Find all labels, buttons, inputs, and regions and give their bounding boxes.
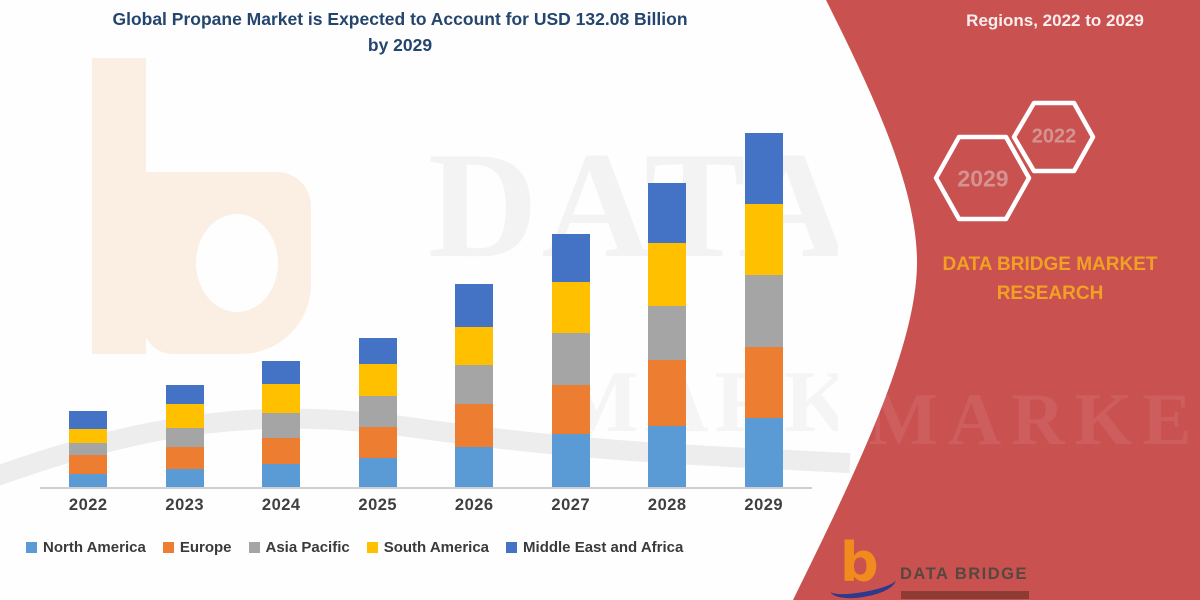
bar-segment-2027-north-america (551, 434, 590, 487)
bar-segment-2022-south-america (69, 429, 108, 444)
legend-marker-icon (162, 542, 174, 553)
x-tick-2022: 2022 (68, 496, 108, 514)
bar-segment-2029-middle-east-and-africa (744, 133, 783, 205)
legend-marker-icon (26, 542, 37, 553)
bar-segment-2024-asia-pacific (262, 412, 301, 439)
stacked-bar-2026 (455, 284, 494, 487)
bar-segment-2026-south-america (455, 326, 494, 366)
legend-label: Asia Pacific (265, 539, 350, 556)
hexagon-2029-label: 2029 (957, 165, 1009, 192)
bar-segment-2024-europe (262, 438, 301, 464)
legend-label: Europe (179, 539, 232, 556)
bar-segment-2028-asia-pacific (648, 306, 687, 361)
bar-segment-2023-south-america (165, 404, 204, 429)
bar-segment-2023-north-america (165, 468, 204, 487)
bar-segment-2022-asia-pacific (69, 443, 108, 455)
stacked-bar-2025 (358, 337, 397, 487)
x-tick-2025: 2025 (358, 496, 398, 514)
stacked-bar-2022 (69, 410, 108, 487)
legend-marker-icon (366, 542, 378, 553)
b-logo-watermark-stem (92, 58, 146, 354)
x-tick-2026: 2026 (454, 496, 494, 514)
bar-segment-2028-europe (648, 360, 687, 427)
legend-label: Middle East and Africa (523, 539, 684, 556)
brand-name: DATA BRIDGE MARKET RESEARCH (942, 254, 1158, 305)
bar-segment-2025-asia-pacific (358, 396, 397, 427)
bar-segment-2029-north-america (744, 418, 783, 487)
stacked-bar-2029 (744, 133, 783, 487)
bar-segment-2028-south-america (648, 243, 687, 307)
legend-item-middle-east-and-africa: Middle East and Africa (506, 539, 683, 556)
bar-segment-2025-north-america (358, 457, 397, 487)
footer-logo-b-icon: b (840, 531, 879, 594)
bar-segment-2029-asia-pacific (744, 275, 783, 348)
stacked-bar-2023 (165, 384, 204, 487)
legend-item-north-america: North America (26, 539, 146, 556)
bar-segment-2022-europe (69, 454, 108, 474)
plot-area (40, 99, 812, 489)
bar-segment-2025-south-america (358, 363, 397, 397)
hexagon-2022-label: 2022 (1031, 125, 1077, 148)
bar-segment-2027-europe (551, 385, 590, 435)
watermark-text-on-panel: MARKET RESEARCH (868, 379, 1200, 461)
legend-item-europe: Europe (162, 539, 232, 556)
x-tick-2027: 2027 (551, 496, 591, 514)
x-axis-labels: 2022 2023 2024 2025 2026 2027 2028 2029 (40, 496, 812, 515)
bar-segment-2025-europe (358, 426, 397, 458)
bar-segment-2025-middle-east-and-africa (358, 337, 397, 364)
legend-item-asia-pacific: Asia Pacific (248, 539, 350, 556)
bar-segment-2023-asia-pacific (165, 428, 204, 447)
footer-logo-name: DATA BRIDGE (900, 565, 1029, 583)
legend: North America Europe Asia Pacific South Ame… (26, 539, 683, 556)
bar-segment-2024-south-america (262, 384, 301, 413)
bar-segment-2027-asia-pacific (551, 332, 590, 386)
x-tick-2029: 2029 (744, 496, 784, 514)
bar-segment-2022-middle-east-and-africa (69, 410, 108, 430)
bar-segment-2029-south-america (744, 204, 783, 276)
bar-segment-2027-middle-east-and-africa (551, 234, 590, 282)
stacked-bar-2027 (551, 234, 590, 487)
legend-marker-icon (248, 542, 260, 553)
bar-segment-2028-middle-east-and-africa (648, 182, 687, 244)
bar-segment-2026-middle-east-and-africa (455, 284, 494, 327)
x-tick-2028: 2028 (647, 496, 687, 514)
footer-logo: b DATA BRIDGE (828, 536, 1062, 600)
bar-segment-2028-north-america (648, 426, 687, 487)
bar-segment-2026-asia-pacific (455, 365, 494, 404)
legend-label: North America (43, 539, 146, 556)
bar-segment-2027-south-america (551, 281, 590, 333)
legend-item-south-america: South America (366, 539, 490, 556)
bar-segment-2023-europe (165, 446, 204, 469)
bar-segment-2024-middle-east-and-africa (262, 361, 301, 385)
bar-segment-2029-europe (744, 347, 783, 419)
bar-segment-2022-north-america (69, 473, 108, 487)
bar-segment-2026-north-america (455, 446, 494, 487)
footer-logo-subtitle-cut (901, 591, 1029, 599)
legend-marker-icon (506, 542, 518, 553)
x-tick-2023: 2023 (165, 496, 205, 514)
bar-segment-2024-north-america (262, 463, 301, 487)
stacked-bar-2028 (648, 182, 687, 487)
chart-title: Global Propane Market is Expected to Acc… (112, 9, 688, 56)
stacked-bar-2024 (262, 361, 301, 487)
legend-label: South America (383, 539, 490, 556)
bar-segment-2026-europe (455, 403, 494, 447)
b-logo-watermark-hole (196, 214, 278, 312)
x-tick-2024: 2024 (261, 496, 301, 514)
bar-segment-2023-middle-east-and-africa (165, 384, 204, 405)
panel-heading: Regions, 2022 to 2029 (966, 11, 1144, 30)
